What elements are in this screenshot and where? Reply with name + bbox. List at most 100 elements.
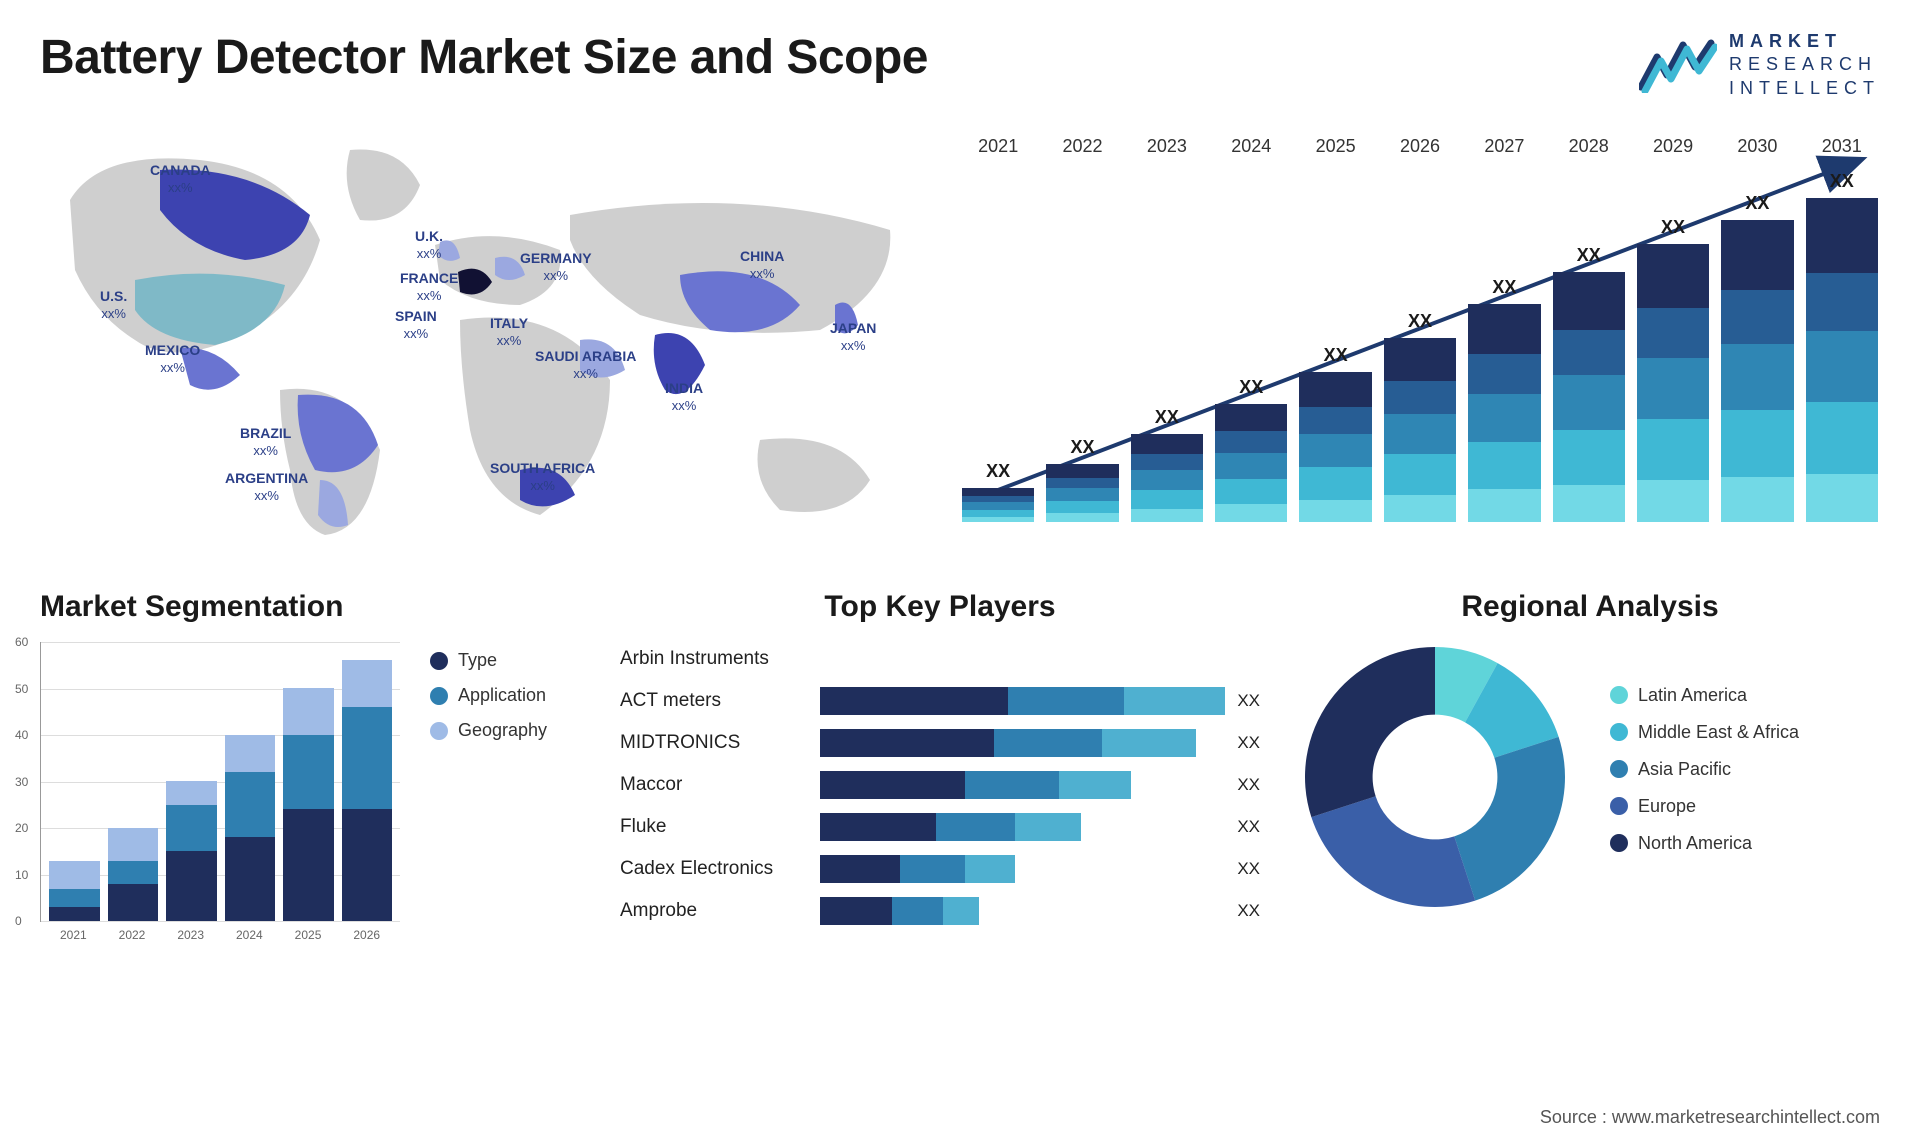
map-country-label: SPAINxx% bbox=[395, 308, 437, 342]
map-country-label: GERMANYxx% bbox=[520, 250, 592, 284]
forecast-bar: XX bbox=[1131, 407, 1203, 522]
regional-legend: Latin America Middle East & Africa Asia Pa… bbox=[1610, 685, 1799, 870]
forecast-year-label: 2028 bbox=[1553, 136, 1625, 157]
regional-panel: Regional Analysis Latin America Middle Ea… bbox=[1300, 590, 1880, 942]
seg-y-tick: 0 bbox=[15, 914, 22, 928]
header: Battery Detector Market Size and Scope M… bbox=[40, 30, 1880, 100]
regional-title: Regional Analysis bbox=[1300, 590, 1880, 624]
source-label: Source : www.marketresearchintellect.com bbox=[1540, 1107, 1880, 1128]
page-title: Battery Detector Market Size and Scope bbox=[40, 30, 928, 85]
seg-year-label: 2024 bbox=[224, 928, 275, 942]
forecast-bar: XX bbox=[1299, 345, 1371, 522]
forecast-year-label: 2030 bbox=[1721, 136, 1793, 157]
segmentation-panel: Market Segmentation 0102030405060 2021 20… bbox=[40, 590, 580, 942]
forecast-year-label: 2022 bbox=[1046, 136, 1118, 157]
legend-dot-icon bbox=[1610, 760, 1628, 778]
player-row: MIDTRONICSXX bbox=[620, 726, 1260, 760]
seg-y-tick: 30 bbox=[15, 775, 28, 789]
seg-y-tick: 20 bbox=[15, 821, 28, 835]
forecast-bar-label: XX bbox=[1324, 345, 1348, 366]
player-bar bbox=[820, 771, 1225, 799]
forecast-bar-label: XX bbox=[1155, 407, 1179, 428]
seg-year-label: 2026 bbox=[341, 928, 392, 942]
seg-bar bbox=[342, 660, 393, 921]
forecast-bar-label: XX bbox=[1661, 217, 1685, 238]
map-country-label: MEXICOxx% bbox=[145, 342, 200, 376]
logo-text: MARKET RESEARCH INTELLECT bbox=[1729, 30, 1880, 100]
forecast-bar-label: XX bbox=[1071, 437, 1095, 458]
legend-item: Asia Pacific bbox=[1610, 759, 1799, 780]
legend-item: Geography bbox=[430, 720, 580, 741]
donut-slice bbox=[1311, 796, 1475, 907]
map-country-label: FRANCExx% bbox=[400, 270, 458, 304]
seg-year-label: 2021 bbox=[48, 928, 99, 942]
player-value: XX bbox=[1237, 733, 1260, 753]
player-row: Maccor XX bbox=[620, 768, 1260, 802]
forecast-chart: XX XX XX XX XX XX XX XX XX XX XX 2021 2022 2023 2024 2… bbox=[960, 130, 1880, 550]
forecast-bar-label: XX bbox=[1745, 193, 1769, 214]
forecast-bar-label: XX bbox=[1577, 245, 1601, 266]
forecast-bars-area: XX XX XX XX XX XX XX XX XX XX XX bbox=[960, 155, 1880, 522]
forecast-year-label: 2023 bbox=[1131, 136, 1203, 157]
top-section: CANADAxx%U.S.xx%MEXICOxx%BRAZILxx%ARGENT… bbox=[40, 130, 1880, 550]
forecast-year-label: 2029 bbox=[1637, 136, 1709, 157]
seg-bar bbox=[49, 861, 100, 922]
legend-item: Middle East & Africa bbox=[1610, 722, 1799, 743]
forecast-bar-label: XX bbox=[1239, 377, 1263, 398]
player-value: XX bbox=[1237, 691, 1260, 711]
forecast-bar-label: XX bbox=[986, 461, 1010, 482]
player-name: Amprobe bbox=[620, 900, 820, 922]
legend-dot-icon bbox=[430, 652, 448, 670]
player-name: Maccor bbox=[620, 774, 820, 796]
player-value: XX bbox=[1237, 859, 1260, 879]
seg-y-tick: 40 bbox=[15, 728, 28, 742]
map-country-label: INDIAxx% bbox=[665, 380, 703, 414]
players-panel: Top Key Players Arbin Instruments ACT met… bbox=[620, 590, 1260, 942]
segmentation-x-axis: 202120222023202420252026 bbox=[40, 928, 400, 942]
segmentation-legend: TypeApplicationGeography bbox=[400, 590, 580, 942]
player-value: XX bbox=[1237, 775, 1260, 795]
players-list: Arbin InstrumentsACT metersXXMIDTRONICSX… bbox=[620, 642, 1260, 928]
forecast-year-label: 2021 bbox=[962, 136, 1034, 157]
player-name: Fluke bbox=[620, 816, 820, 838]
forecast-bar: XX bbox=[1553, 245, 1625, 522]
seg-year-label: 2025 bbox=[283, 928, 334, 942]
forecast-year-label: 2024 bbox=[1215, 136, 1287, 157]
seg-bar bbox=[283, 688, 334, 921]
seg-bar bbox=[166, 781, 217, 921]
forecast-bar: XX bbox=[1468, 277, 1540, 522]
map-country-label: SAUDI ARABIAxx% bbox=[535, 348, 636, 382]
player-row: AmprobeXX bbox=[620, 894, 1260, 928]
legend-item: Latin America bbox=[1610, 685, 1799, 706]
forecast-x-axis: 2021202220232024202520262027202820292030… bbox=[960, 136, 1880, 157]
players-title: Top Key Players bbox=[620, 590, 1260, 624]
donut-slice bbox=[1305, 647, 1435, 817]
map-country-label: BRAZILxx% bbox=[240, 425, 291, 459]
player-bar bbox=[820, 687, 1225, 715]
legend-dot-icon bbox=[1610, 834, 1628, 852]
forecast-bar: XX bbox=[1637, 217, 1709, 522]
player-bar bbox=[820, 813, 1225, 841]
map-country-label: ARGENTINAxx% bbox=[225, 470, 308, 504]
forecast-bar: XX bbox=[962, 461, 1034, 522]
seg-year-label: 2022 bbox=[107, 928, 158, 942]
forecast-bar-label: XX bbox=[1408, 311, 1432, 332]
player-row: Cadex ElectronicsXX bbox=[620, 852, 1260, 886]
forecast-bar: XX bbox=[1215, 377, 1287, 522]
forecast-bar-label: XX bbox=[1830, 171, 1854, 192]
player-row: Arbin Instruments bbox=[620, 642, 1260, 676]
map-country-label: CANADAxx% bbox=[150, 162, 211, 196]
segmentation-title: Market Segmentation bbox=[40, 590, 400, 624]
legend-dot-icon bbox=[430, 687, 448, 705]
forecast-year-label: 2026 bbox=[1384, 136, 1456, 157]
world-map-panel: CANADAxx%U.S.xx%MEXICOxx%BRAZILxx%ARGENT… bbox=[40, 130, 920, 550]
seg-bar bbox=[225, 735, 276, 922]
donut-chart bbox=[1300, 642, 1570, 912]
segmentation-chart: 0102030405060 bbox=[40, 642, 400, 922]
forecast-year-label: 2031 bbox=[1806, 136, 1878, 157]
player-name: ACT meters bbox=[620, 690, 820, 712]
logo-mark-icon bbox=[1639, 37, 1717, 93]
map-country-label: CHINAxx% bbox=[740, 248, 784, 282]
donut-slice bbox=[1454, 737, 1565, 901]
legend-dot-icon bbox=[1610, 686, 1628, 704]
